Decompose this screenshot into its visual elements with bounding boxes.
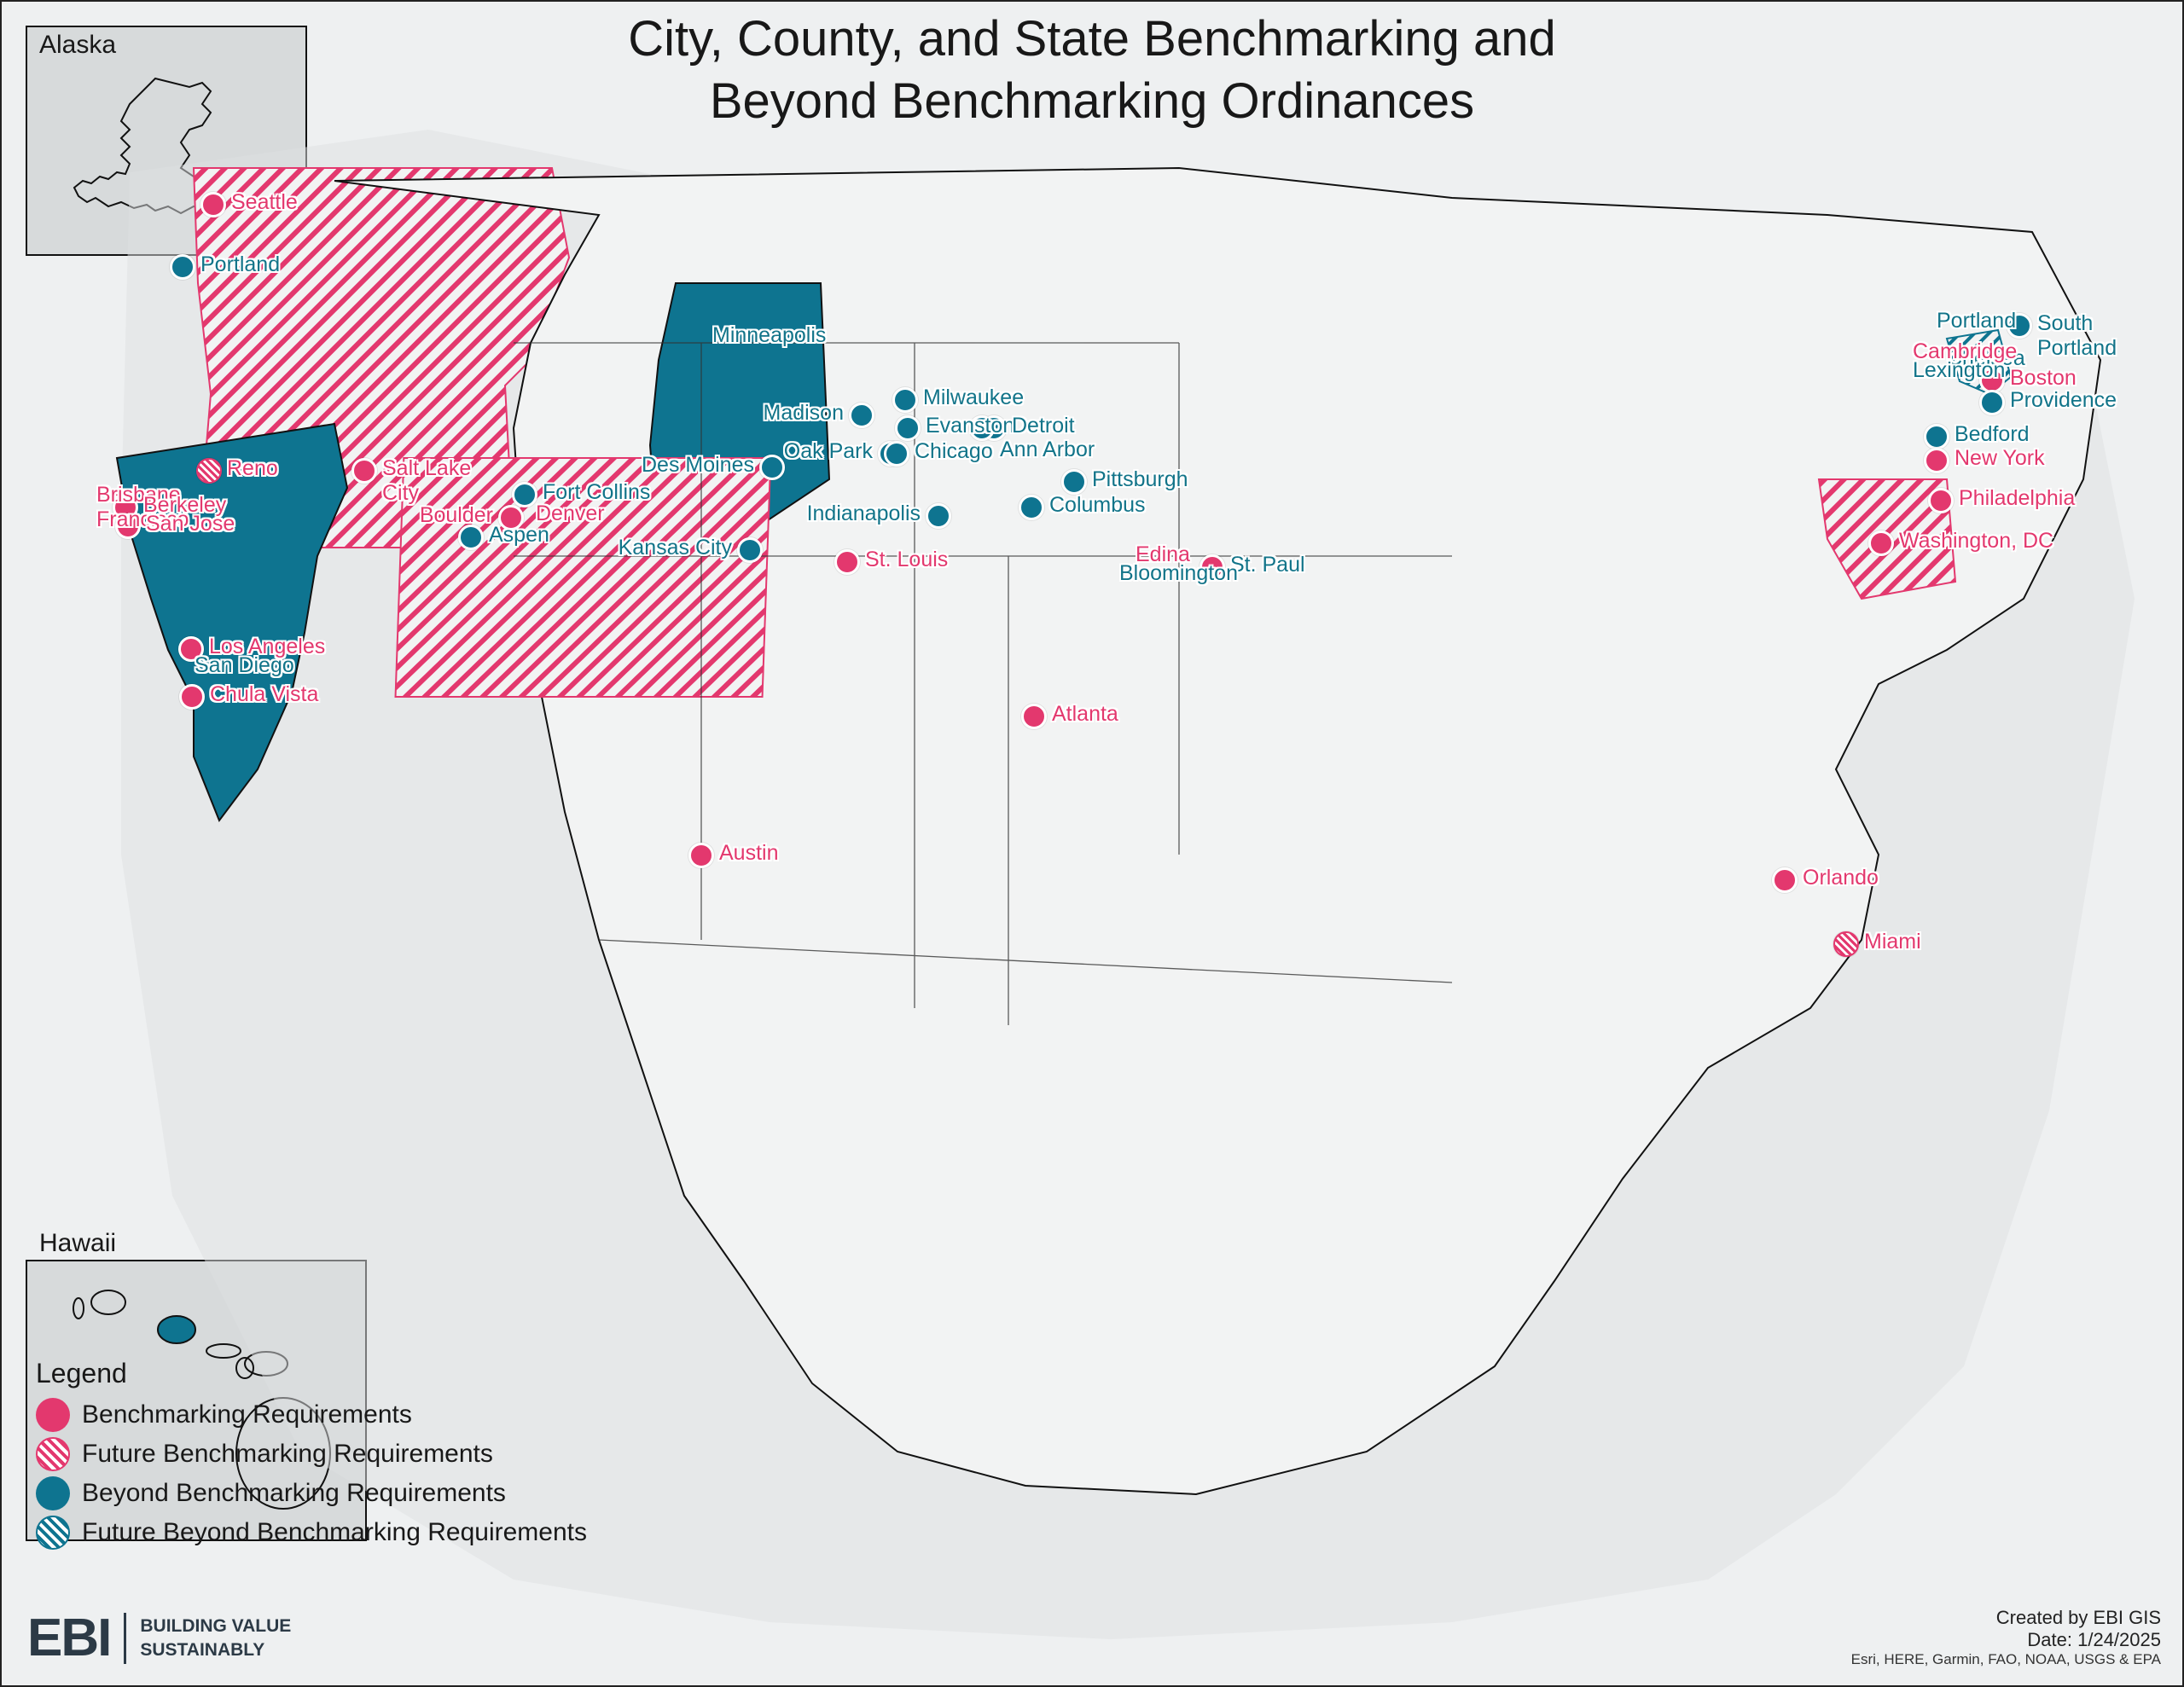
city-marker-orlando[interactable]: Orlando (1772, 867, 1798, 893)
legend-item-beyond-benchmarking: Beyond Benchmarking Requirements (36, 1476, 587, 1510)
logo-tagline: BUILDING VALUE SUSTAINABLY (140, 1615, 291, 1661)
city-marker-indianapolis[interactable]: Indianapolis (926, 503, 951, 529)
legend-item-future-beyond-benchmarking: Future Beyond Benchmarking Requirements (36, 1516, 587, 1550)
legend-title: Legend (36, 1358, 587, 1389)
city-marker-reno[interactable]: Reno (196, 458, 222, 484)
city-marker-columbus[interactable]: Columbus (1019, 495, 1044, 520)
city-marker-philadelphia[interactable]: Philadelphia (1928, 488, 1954, 513)
city-marker-madison[interactable]: Madison (849, 403, 874, 428)
created-by-label: Created by EBI GIS (1851, 1607, 2161, 1629)
city-marker-chula-vista[interactable]: Chula Vista (179, 684, 205, 710)
city-marker-st-louis[interactable]: St. Louis (834, 549, 860, 575)
future-beyond-benchmarking-requirements-icon (36, 1516, 70, 1550)
city-marker-portland[interactable]: Portland (170, 254, 195, 280)
ebi-logo: EBI BUILDING VALUE SUSTAINABLY (27, 1608, 291, 1668)
legend-panel: Legend Benchmarking Requirements Future … (36, 1358, 587, 1555)
map-container: Alaska City, County, and State Benchmark… (0, 0, 2184, 1687)
city-marker-atlanta[interactable]: Atlanta (1021, 704, 1047, 729)
city-marker-evanston[interactable]: Evanston (895, 415, 921, 441)
city-marker-aspen[interactable]: Aspen (458, 525, 484, 550)
city-marker-bedford[interactable]: Bedford (1924, 424, 1949, 449)
sources-label: Esri, HERE, Garmin, FAO, NOAA, USGS & EP… (1851, 1651, 2161, 1668)
city-marker-miami[interactable]: Miami (1833, 931, 1859, 957)
city-marker-pittsburgh[interactable]: Pittsburgh (1061, 469, 1087, 495)
logo-divider (124, 1613, 126, 1664)
city-marker-des-moines[interactable]: Des Moines (759, 455, 785, 480)
city-marker-chicago[interactable]: Chicago (884, 441, 909, 467)
city-marker-new-york[interactable]: New York (1924, 448, 1949, 473)
city-marker-washington-dc[interactable]: Washington, DC (1868, 530, 1894, 556)
city-marker-austin[interactable]: Austin (688, 843, 714, 868)
city-marker-seattle[interactable]: Seattle (200, 192, 226, 217)
map-metadata: Created by EBI GIS Date: 1/24/2025 Esri,… (1851, 1607, 2161, 1668)
city-marker-kansas-city[interactable]: Kansas City (737, 537, 763, 563)
legend-item-future-benchmarking: Future Benchmarking Requirements (36, 1437, 587, 1471)
city-marker-fort-collins[interactable]: Fort Collins (512, 482, 537, 507)
page-title: City, County, and State Benchmarking and… (213, 9, 1971, 132)
city-marker-providence[interactable]: Providence (1979, 390, 2005, 415)
legend-item-benchmarking: Benchmarking Requirements (36, 1398, 587, 1432)
city-marker-milwaukee[interactable]: Milwaukee (892, 387, 918, 413)
beyond-benchmarking-requirements-icon (36, 1476, 70, 1510)
future-benchmarking-requirements-icon (36, 1437, 70, 1471)
benchmarking-requirements-icon (36, 1398, 70, 1432)
date-label: Date: 1/24/2025 (1851, 1629, 2161, 1651)
city-marker-salt-lake-city[interactable]: Salt Lake City (351, 458, 377, 484)
ebi-logo-text: EBI (27, 1608, 110, 1668)
